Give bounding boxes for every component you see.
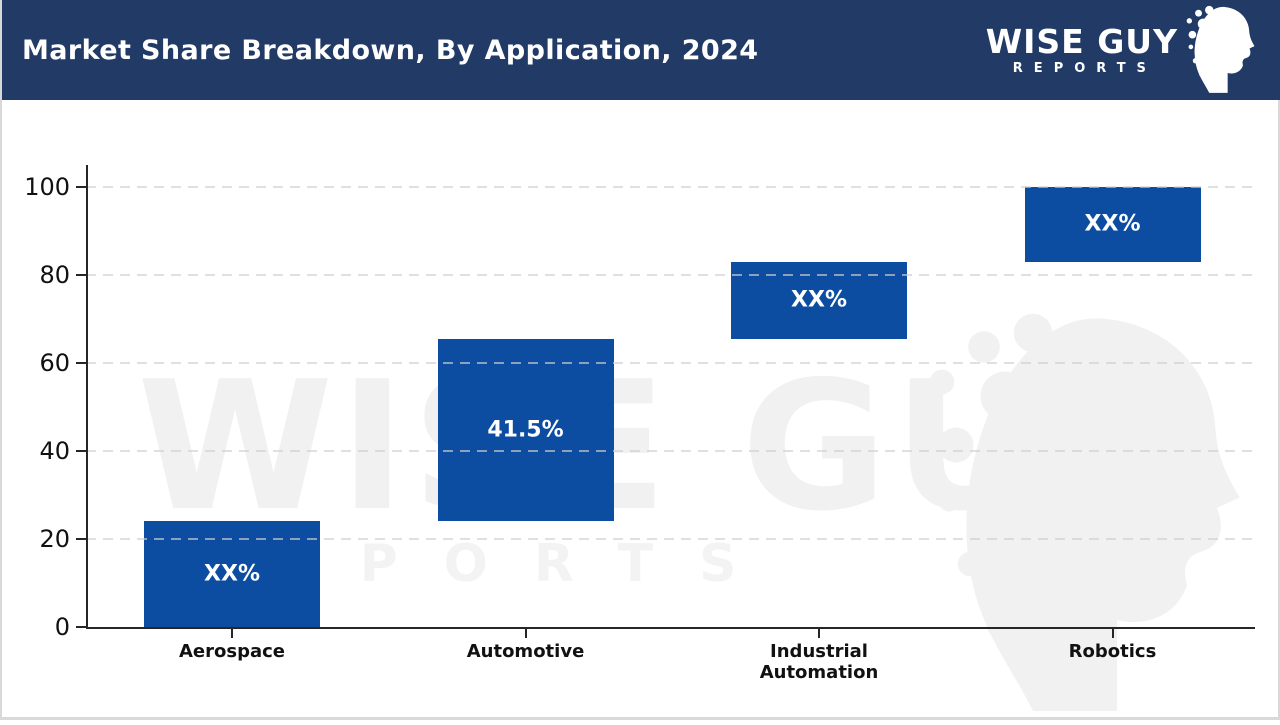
y-tick-label-100: 100 xyxy=(24,173,70,201)
y-tick-60 xyxy=(76,362,86,364)
x-tick-2 xyxy=(818,629,820,638)
wiseguy-logo: WISE GUY REPORTS xyxy=(986,0,1268,100)
gridline-40 xyxy=(86,450,1255,452)
watermark-head-icon xyxy=(882,305,1280,725)
y-tick-20 xyxy=(76,538,86,540)
x-tick-3 xyxy=(1111,629,1114,638)
gridline-100 xyxy=(86,186,1255,188)
x-tick-label-0: Aerospace xyxy=(178,641,285,662)
y-tick-0 xyxy=(76,626,86,628)
gridline-60 xyxy=(86,362,1255,364)
x-tick-label-3: Robotics xyxy=(1068,641,1157,662)
y-tick-100 xyxy=(76,186,86,188)
x-tick-label-2: Industrial Automation xyxy=(759,641,879,683)
y-axis-line xyxy=(86,165,88,629)
wiseguy-head-icon xyxy=(1172,4,1268,96)
logo-wordmark: WISE GUY xyxy=(985,21,1178,61)
y-tick-label-20: 20 xyxy=(39,525,70,553)
x-tick-1 xyxy=(524,629,527,638)
gridline-20 xyxy=(86,538,1255,540)
y-tick-label-0: 0 xyxy=(54,613,70,641)
wiseguy-logo-text: WISE GUY REPORTS xyxy=(985,21,1178,76)
waterfall-chart: WISE GUY REPORTS 0 20 40 60 80 100 XX% Aerospac… xyxy=(2,100,1280,720)
page-title: Market Share Breakdown, By Application, … xyxy=(22,34,759,66)
logo-subtitle: REPORTS xyxy=(1012,60,1157,76)
gridline-80 xyxy=(86,274,1255,276)
y-tick-80 xyxy=(76,274,86,276)
x-tick-0 xyxy=(231,629,233,638)
y-tick-label-80: 80 xyxy=(39,261,70,289)
bar-value-label: 41.5% xyxy=(487,417,564,443)
bar-automotive xyxy=(437,338,614,522)
bar-value-label: XX% xyxy=(1084,211,1141,237)
y-tick-40 xyxy=(76,450,86,452)
bar-value-label: XX% xyxy=(791,287,847,313)
page-header: Market Share Breakdown, By Application, … xyxy=(2,0,1280,100)
bar-robotics xyxy=(1024,187,1201,262)
y-tick-label-40: 40 xyxy=(39,437,70,465)
bar-value-label: XX% xyxy=(204,561,260,587)
y-tick-label-60: 60 xyxy=(39,349,70,377)
x-axis-line xyxy=(86,627,1255,629)
x-tick-label-1: Automotive xyxy=(466,641,585,662)
